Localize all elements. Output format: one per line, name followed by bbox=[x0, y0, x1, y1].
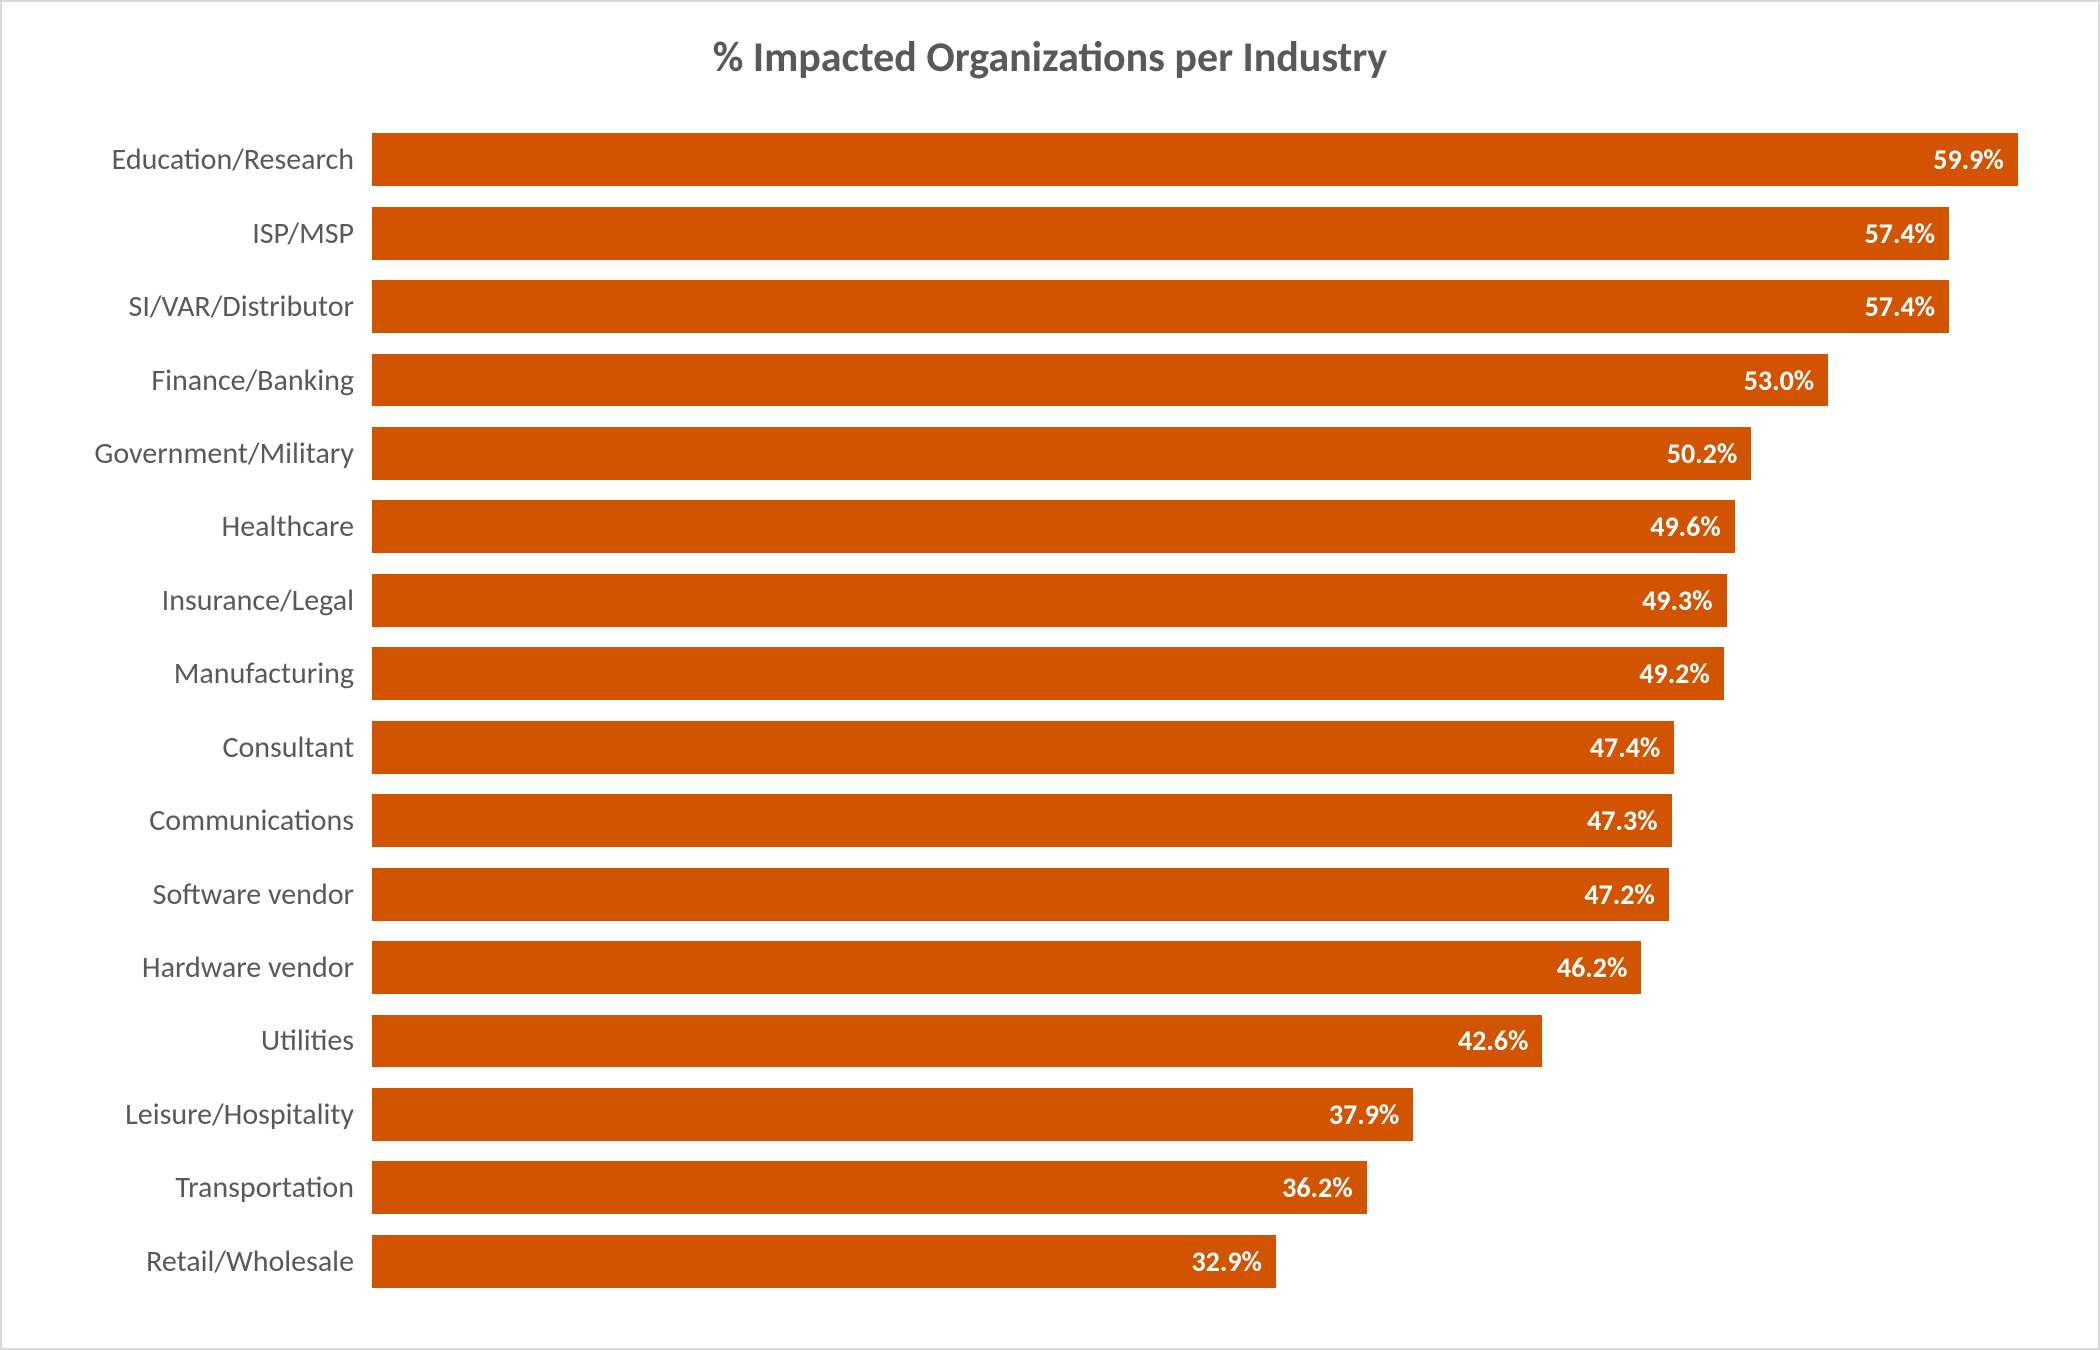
bar-fill: 47.2% bbox=[372, 868, 1669, 921]
bar-track: 59.9% bbox=[372, 123, 2048, 196]
bar-value-label: 49.6% bbox=[1650, 509, 1720, 544]
bar-fill: 57.4% bbox=[372, 207, 1949, 260]
bar-track: 50.2% bbox=[372, 417, 2048, 490]
bar-track: 57.4% bbox=[372, 196, 2048, 269]
bar-row: ISP/MSP 57.4% bbox=[52, 196, 2048, 269]
bar-category-label: Education/Research bbox=[52, 141, 372, 178]
bar-fill: 36.2% bbox=[372, 1161, 1367, 1214]
bar-category-label: Retail/Wholesale bbox=[52, 1243, 372, 1280]
bar-value-label: 42.6% bbox=[1458, 1023, 1528, 1058]
bar-track: 32.9% bbox=[372, 1225, 2048, 1298]
bar-fill: 49.2% bbox=[372, 647, 1724, 700]
bar-fill: 50.2% bbox=[372, 427, 1751, 480]
bar-category-label: Transportation bbox=[52, 1169, 372, 1206]
bar-row: Government/Military 50.2% bbox=[52, 417, 2048, 490]
bar-track: 42.6% bbox=[372, 1004, 2048, 1077]
bar-track: 49.3% bbox=[372, 564, 2048, 637]
bar-row: Software vendor 47.2% bbox=[52, 857, 2048, 930]
bar-fill: 47.3% bbox=[372, 794, 1672, 847]
bar-fill: 49.3% bbox=[372, 574, 1727, 627]
bar-row: Communications 47.3% bbox=[52, 784, 2048, 857]
chart-title: % Impacted Organizations per Industry bbox=[52, 32, 2048, 83]
bar-track: 47.4% bbox=[372, 711, 2048, 784]
chart-container: % Impacted Organizations per Industry Ed… bbox=[0, 0, 2100, 1350]
bar-track: 49.2% bbox=[372, 637, 2048, 710]
bar-fill: 42.6% bbox=[372, 1015, 1542, 1068]
bar-track: 46.2% bbox=[372, 931, 2048, 1004]
bar-category-label: Hardware vendor bbox=[52, 949, 372, 986]
bar-track: 47.3% bbox=[372, 784, 2048, 857]
bar-value-label: 47.4% bbox=[1590, 730, 1660, 765]
bar-track: 47.2% bbox=[372, 857, 2048, 930]
bar-value-label: 47.2% bbox=[1584, 877, 1654, 912]
bar-row: Utilities 42.6% bbox=[52, 1004, 2048, 1077]
bar-category-label: Insurance/Legal bbox=[52, 582, 372, 619]
bar-row: Education/Research 59.9% bbox=[52, 123, 2048, 196]
bar-category-label: Utilities bbox=[52, 1022, 372, 1059]
bar-category-label: SI/VAR/Distributor bbox=[52, 288, 372, 325]
bar-row: Hardware vendor 46.2% bbox=[52, 931, 2048, 1004]
bar-fill: 37.9% bbox=[372, 1088, 1413, 1141]
bar-row: SI/VAR/Distributor 57.4% bbox=[52, 270, 2048, 343]
bar-track: 36.2% bbox=[372, 1151, 2048, 1224]
bar-row: Insurance/Legal 49.3% bbox=[52, 564, 2048, 637]
bar-track: 57.4% bbox=[372, 270, 2048, 343]
plot-area: Education/Research59.9%ISP/MSP57.4%SI/VA… bbox=[52, 123, 2048, 1298]
bar-category-label: Leisure/Hospitality bbox=[52, 1096, 372, 1133]
bar-category-label: Government/Military bbox=[52, 435, 372, 472]
bar-row: Retail/Wholesale 32.9% bbox=[52, 1225, 2048, 1298]
bar-row: Finance/Banking 53.0% bbox=[52, 343, 2048, 416]
bar-fill: 59.9% bbox=[372, 133, 2018, 186]
bar-category-label: Communications bbox=[52, 802, 372, 839]
bar-value-label: 59.9% bbox=[1933, 142, 2003, 177]
bar-fill: 57.4% bbox=[372, 280, 1949, 333]
bar-fill: 53.0% bbox=[372, 354, 1828, 407]
bar-fill: 49.6% bbox=[372, 500, 1735, 553]
bar-row: Transportation 36.2% bbox=[52, 1151, 2048, 1224]
bar-track: 37.9% bbox=[372, 1078, 2048, 1151]
bar-fill: 32.9% bbox=[372, 1235, 1276, 1288]
bar-category-label: Consultant bbox=[52, 729, 372, 766]
bar-category-label: Manufacturing bbox=[52, 655, 372, 692]
bar-row: Consultant 47.4% bbox=[52, 711, 2048, 784]
bar-value-label: 47.3% bbox=[1587, 803, 1657, 838]
bar-value-label: 49.3% bbox=[1642, 583, 1712, 618]
bar-track: 53.0% bbox=[372, 343, 2048, 416]
bar-value-label: 53.0% bbox=[1744, 363, 1814, 398]
bar-fill: 47.4% bbox=[372, 721, 1674, 774]
bar-track: 49.6% bbox=[372, 490, 2048, 563]
bar-value-label: 36.2% bbox=[1282, 1170, 1352, 1205]
bar-value-label: 57.4% bbox=[1865, 216, 1935, 251]
bar-fill: 46.2% bbox=[372, 941, 1641, 994]
bar-category-label: Healthcare bbox=[52, 508, 372, 545]
bar-row: Healthcare 49.6% bbox=[52, 490, 2048, 563]
bar-category-label: ISP/MSP bbox=[52, 215, 372, 252]
bar-value-label: 46.2% bbox=[1557, 950, 1627, 985]
bar-category-label: Finance/Banking bbox=[52, 362, 372, 399]
bar-value-label: 57.4% bbox=[1865, 289, 1935, 324]
bar-value-label: 32.9% bbox=[1191, 1244, 1261, 1279]
bar-category-label: Software vendor bbox=[52, 876, 372, 913]
bar-value-label: 37.9% bbox=[1329, 1097, 1399, 1132]
bar-value-label: 49.2% bbox=[1639, 656, 1709, 691]
bar-value-label: 50.2% bbox=[1667, 436, 1737, 471]
bar-row: Manufacturing 49.2% bbox=[52, 637, 2048, 710]
bar-row: Leisure/Hospitality 37.9% bbox=[52, 1078, 2048, 1151]
